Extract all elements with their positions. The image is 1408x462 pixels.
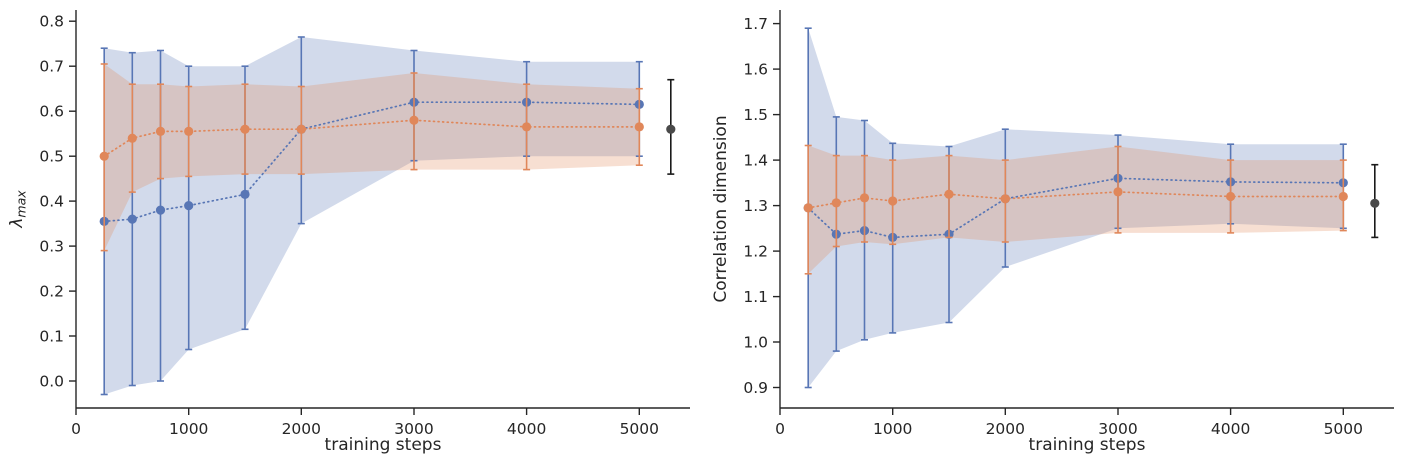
orange-series-point [888, 196, 898, 206]
svg-text:0.0: 0.0 [39, 373, 64, 391]
svg-text:0: 0 [775, 420, 785, 438]
orange-series-point [1226, 191, 1236, 202]
svg-text:0.7: 0.7 [39, 58, 64, 76]
blue-series-point [155, 205, 166, 215]
svg-text:0.5: 0.5 [39, 148, 64, 166]
blue-series-band [104, 37, 640, 395]
orange-series-point [296, 124, 306, 134]
lambda-max-chart: 0 1000 2000 3000 4000 5000 0.0 0.1 0.2 0.3 0.4 0.5 0… [7, 10, 690, 455]
orange-series-point [1000, 194, 1010, 204]
orange-series-point [409, 115, 419, 125]
x-axis-label: training steps [325, 435, 442, 455]
orange-series-point [155, 126, 166, 136]
svg-text:1000: 1000 [873, 420, 912, 438]
svg-text:4000: 4000 [507, 420, 546, 438]
svg-text:1.1: 1.1 [743, 288, 768, 306]
svg-text:3000: 3000 [1098, 420, 1137, 438]
orange-series-point [944, 189, 954, 199]
svg-text:1.5: 1.5 [743, 106, 768, 124]
svg-text:5000: 5000 [1324, 420, 1363, 438]
svg-text:2000: 2000 [986, 420, 1025, 438]
orange-series-point [522, 122, 532, 132]
svg-text:1.0: 1.0 [743, 334, 768, 352]
svg-text:0.4: 0.4 [39, 193, 64, 211]
blue-series-point [127, 214, 137, 224]
y-axis-label: Correlation dimension [711, 115, 731, 302]
correlation-dimension-chart: 0 1000 2000 3000 4000 5000 0.9 1.0 1.1 1.2 1.3 1.4 1… [711, 10, 1394, 455]
orange-series-point [1113, 187, 1123, 197]
svg-text:5000: 5000 [620, 420, 659, 438]
svg-text:1.6: 1.6 [743, 61, 768, 79]
svg-text:0.1: 0.1 [39, 328, 64, 346]
svg-text:0.9: 0.9 [743, 379, 768, 397]
reference-point [666, 124, 676, 134]
svg-text:1000: 1000 [169, 420, 208, 438]
orange-series-point [831, 198, 841, 208]
orange-series-point [803, 203, 813, 213]
svg-text:4000: 4000 [1211, 420, 1250, 438]
orange-series-band [808, 145, 1344, 274]
svg-text:0.2: 0.2 [39, 283, 64, 301]
tick-labels: 0 1000 2000 3000 4000 5000 0.0 0.1 0.2 0.3 0.4 0.5 0… [39, 13, 659, 438]
orange-series-point [127, 133, 137, 143]
svg-text:1.2: 1.2 [743, 243, 768, 261]
reference-point [1370, 198, 1380, 208]
svg-text:1.7: 1.7 [743, 15, 768, 33]
svg-text:2000: 2000 [282, 420, 321, 438]
blue-series-point [240, 189, 250, 199]
tick-marks [69, 20, 640, 415]
svg-text:0: 0 [71, 420, 81, 438]
y-axis-label: λmax [7, 190, 29, 229]
svg-text:0.8: 0.8 [39, 13, 64, 31]
orange-series-point [859, 193, 870, 203]
tick-labels: 0 1000 2000 3000 4000 5000 0.9 1.0 1.1 1.2 1.3 1.4 1… [743, 15, 1363, 438]
orange-series-band [104, 64, 640, 251]
blue-series-point [184, 201, 194, 211]
tick-marks [773, 22, 1344, 415]
svg-text:1.3: 1.3 [743, 197, 768, 215]
svg-text:0.6: 0.6 [39, 103, 64, 121]
orange-series-point [634, 122, 644, 132]
orange-series-point [240, 124, 250, 134]
orange-series-point [184, 126, 194, 136]
axes-spines [75, 10, 690, 409]
svg-text:1.4: 1.4 [743, 152, 768, 170]
orange-series-point [1338, 191, 1348, 202]
x-axis-label: training steps [1029, 435, 1146, 455]
svg-text:0.3: 0.3 [39, 238, 64, 256]
blue-series-band [808, 28, 1344, 388]
svg-text:3000: 3000 [394, 420, 433, 438]
orange-series-point [99, 151, 109, 161]
